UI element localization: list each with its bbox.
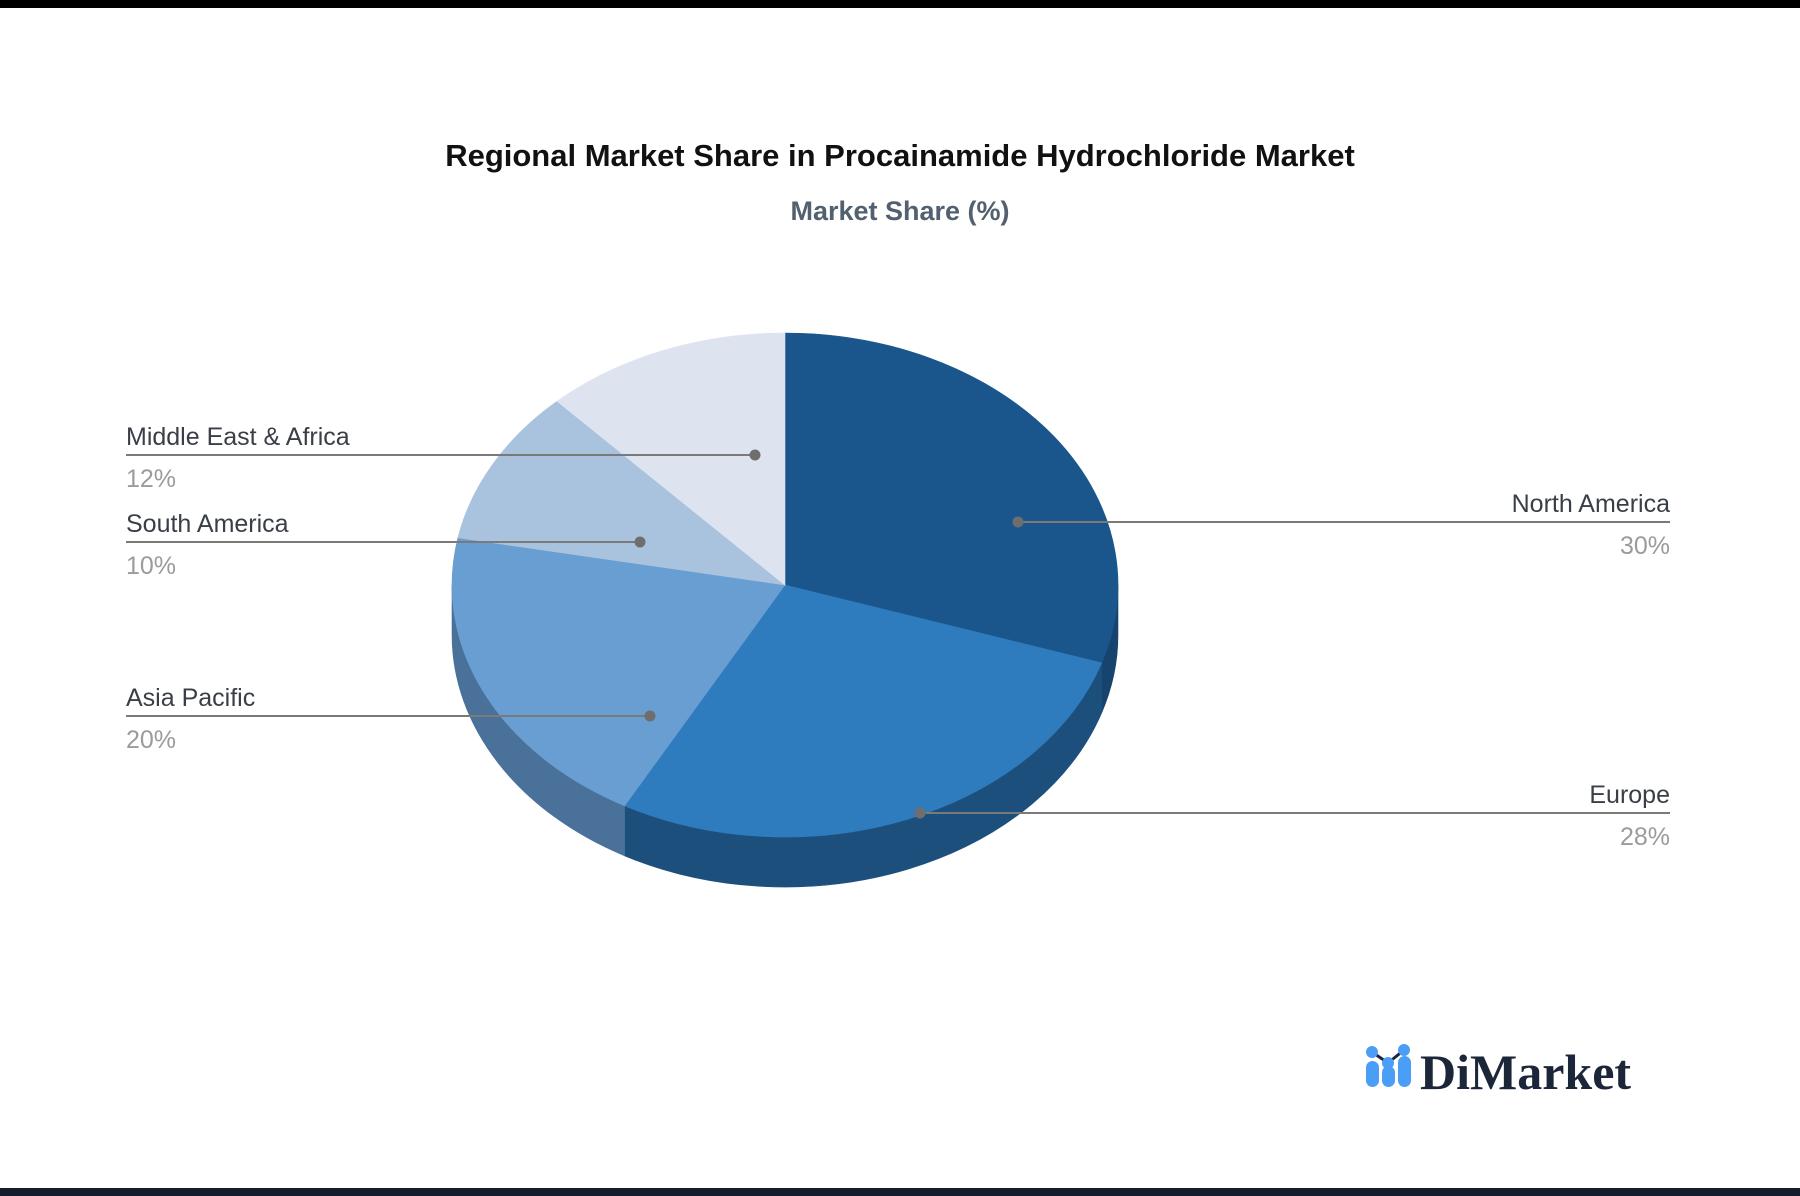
slice-label-value: 20%: [126, 726, 176, 754]
slice-label-value: 30%: [1620, 532, 1670, 560]
slice-label-name: Asia Pacific: [126, 684, 255, 712]
pie-slice-north-america[interactable]: [784, 332, 1119, 664]
bar-line-chart-icon: [1366, 1044, 1411, 1087]
dimarket-logo: DiMarket: [1366, 1044, 1631, 1100]
leader-dot: [1012, 516, 1024, 528]
logo-trend-dot: [1366, 1046, 1378, 1058]
logo-text: DiMarket: [1420, 1044, 1631, 1100]
logo-bar: [1398, 1056, 1411, 1087]
slice-label-name: South America: [126, 510, 289, 538]
slice-label-value: 28%: [1620, 823, 1670, 851]
slice-callouts: North America 30% Europe 28% Asia Pacific 20%…: [126, 423, 1670, 851]
chart-subtitle: Market Share (%): [790, 196, 1009, 226]
pie-slice-asia-pacific[interactable]: [451, 537, 786, 807]
leader-dot: [914, 807, 926, 819]
pie-slice-south-america[interactable]: [457, 400, 787, 586]
logo-bar: [1382, 1066, 1395, 1087]
logo-bar: [1366, 1061, 1379, 1087]
slice-label-name: Europe: [1589, 781, 1670, 809]
logo-trend-dot: [1382, 1057, 1394, 1069]
bottom-edge-bar: [0, 1188, 1800, 1196]
chart-title: Regional Market Share in Procainamide Hy…: [445, 138, 1355, 173]
slice-label-name: Middle East & Africa: [126, 423, 350, 451]
slice-label-value: 10%: [126, 552, 176, 580]
top-edge-bar: [0, 0, 1800, 8]
slice-label-name: North America: [1512, 490, 1670, 518]
pie-chart: [451, 332, 1119, 888]
leader-dot: [644, 710, 656, 722]
pie-slice-europe[interactable]: [624, 584, 1103, 838]
slice-label-value: 12%: [126, 465, 176, 493]
leader-dot: [749, 449, 761, 461]
pie-slice-middle-east-africa[interactable]: [556, 332, 786, 586]
leader-dot: [634, 536, 646, 548]
logo-trend-dot: [1398, 1044, 1410, 1056]
